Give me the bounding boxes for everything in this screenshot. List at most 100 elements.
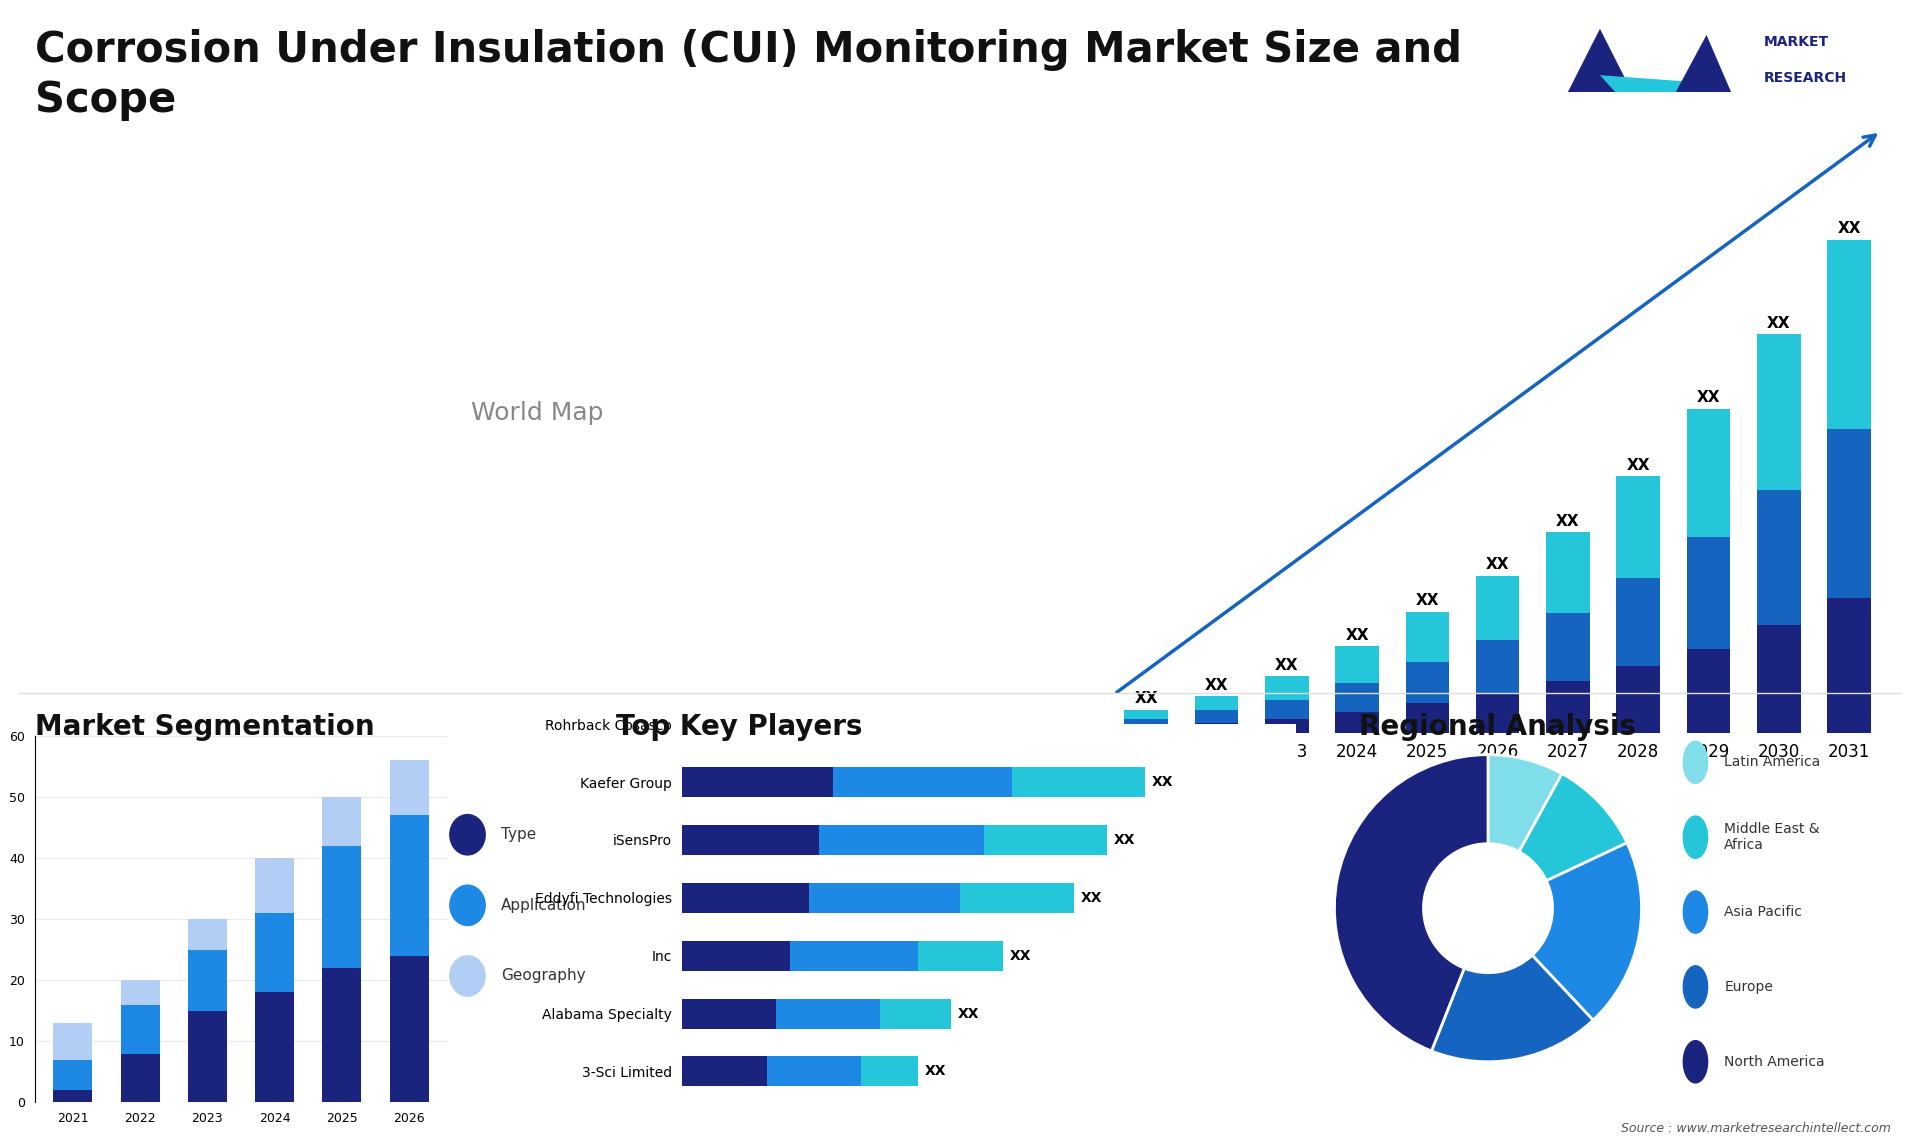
Bar — [54, 1023, 92, 1060]
Text: Source : www.marketresearchintellect.com: Source : www.marketresearchintellect.com — [1620, 1122, 1891, 1135]
Text: XX: XX — [1081, 890, 1102, 905]
Text: XX: XX — [1275, 658, 1298, 673]
Bar — [1686, 649, 1730, 733]
Bar — [1617, 666, 1661, 733]
Bar — [918, 941, 1002, 971]
Bar — [1194, 711, 1238, 723]
Bar — [766, 1057, 862, 1086]
Bar — [791, 941, 918, 971]
Circle shape — [449, 956, 486, 996]
Bar — [1757, 490, 1801, 626]
Circle shape — [449, 815, 486, 855]
Text: North America: North America — [1724, 1054, 1824, 1069]
Text: XX: XX — [1837, 221, 1860, 236]
Bar — [121, 980, 159, 1005]
Bar — [1686, 537, 1730, 649]
Bar — [808, 882, 960, 913]
Bar — [1194, 697, 1238, 711]
Bar — [1546, 613, 1590, 681]
Wedge shape — [1519, 774, 1626, 881]
Circle shape — [1423, 843, 1553, 973]
Bar — [1617, 578, 1661, 666]
Bar — [1828, 429, 1870, 598]
Text: XX: XX — [925, 1065, 947, 1078]
Bar — [255, 858, 294, 913]
Bar — [1334, 683, 1379, 712]
Bar — [1265, 719, 1309, 733]
Text: Market Segmentation: Market Segmentation — [35, 713, 374, 740]
Text: XX: XX — [1766, 316, 1791, 331]
Bar — [682, 767, 833, 798]
Text: XX: XX — [1114, 833, 1135, 847]
Bar — [1405, 662, 1450, 702]
Text: XX: XX — [958, 1006, 979, 1021]
Bar — [1125, 719, 1167, 727]
Bar — [188, 1011, 227, 1102]
Bar — [323, 796, 361, 846]
Bar — [1476, 641, 1519, 693]
Wedge shape — [1488, 755, 1563, 851]
Bar — [1686, 409, 1730, 537]
Circle shape — [1684, 816, 1707, 858]
Bar — [682, 825, 818, 855]
Bar — [1334, 712, 1379, 733]
Bar — [390, 760, 428, 815]
Bar — [682, 882, 808, 913]
Text: XX: XX — [1152, 775, 1173, 790]
Text: Type: Type — [501, 827, 536, 842]
Bar — [255, 992, 294, 1102]
Bar — [1125, 709, 1167, 719]
Polygon shape — [1653, 34, 1749, 134]
Bar — [188, 950, 227, 1011]
Bar — [818, 825, 985, 855]
Wedge shape — [1432, 956, 1594, 1061]
FancyBboxPatch shape — [1536, 19, 1891, 143]
Circle shape — [449, 885, 486, 926]
Text: Regional Analysis: Regional Analysis — [1359, 713, 1636, 740]
Text: XX: XX — [1346, 628, 1369, 643]
Bar — [1334, 646, 1379, 683]
Bar — [1265, 699, 1309, 719]
Polygon shape — [1599, 76, 1686, 134]
Bar — [1265, 676, 1309, 699]
Bar — [323, 968, 361, 1102]
Bar — [1828, 598, 1870, 733]
Text: MARKET: MARKET — [1763, 34, 1828, 49]
Bar — [879, 998, 950, 1029]
Bar — [682, 1057, 766, 1086]
Text: XX: XX — [1415, 594, 1440, 609]
Text: Top Key Players: Top Key Players — [616, 713, 862, 740]
Bar — [1546, 532, 1590, 613]
Bar — [1476, 576, 1519, 641]
Bar — [1125, 727, 1167, 733]
Bar — [833, 767, 1012, 798]
Text: Application: Application — [501, 897, 586, 913]
Bar — [682, 941, 791, 971]
Bar — [1405, 702, 1450, 733]
Bar — [121, 1005, 159, 1053]
Text: INTELLECT: INTELLECT — [1763, 108, 1837, 121]
Bar — [390, 956, 428, 1102]
Circle shape — [1684, 966, 1707, 1008]
Circle shape — [1684, 1041, 1707, 1083]
Text: Latin America: Latin America — [1724, 755, 1820, 769]
Bar — [1617, 477, 1661, 578]
Text: XX: XX — [1135, 691, 1158, 706]
Bar — [985, 825, 1108, 855]
Bar — [54, 1060, 92, 1090]
Bar — [682, 998, 776, 1029]
Text: Europe: Europe — [1724, 980, 1772, 994]
Circle shape — [1684, 741, 1707, 784]
Text: XX: XX — [1626, 458, 1649, 473]
Bar — [1828, 240, 1870, 429]
Bar — [1757, 626, 1801, 733]
Text: XX: XX — [1204, 678, 1229, 693]
Text: Geography: Geography — [501, 968, 586, 983]
Text: Middle East &
Africa: Middle East & Africa — [1724, 822, 1820, 853]
Bar — [960, 882, 1073, 913]
Bar — [323, 846, 361, 968]
Text: Corrosion Under Insulation (CUI) Monitoring Market Size and
Scope: Corrosion Under Insulation (CUI) Monitor… — [35, 29, 1461, 120]
Bar — [390, 815, 428, 956]
Bar — [1405, 612, 1450, 662]
Bar — [862, 1057, 918, 1086]
